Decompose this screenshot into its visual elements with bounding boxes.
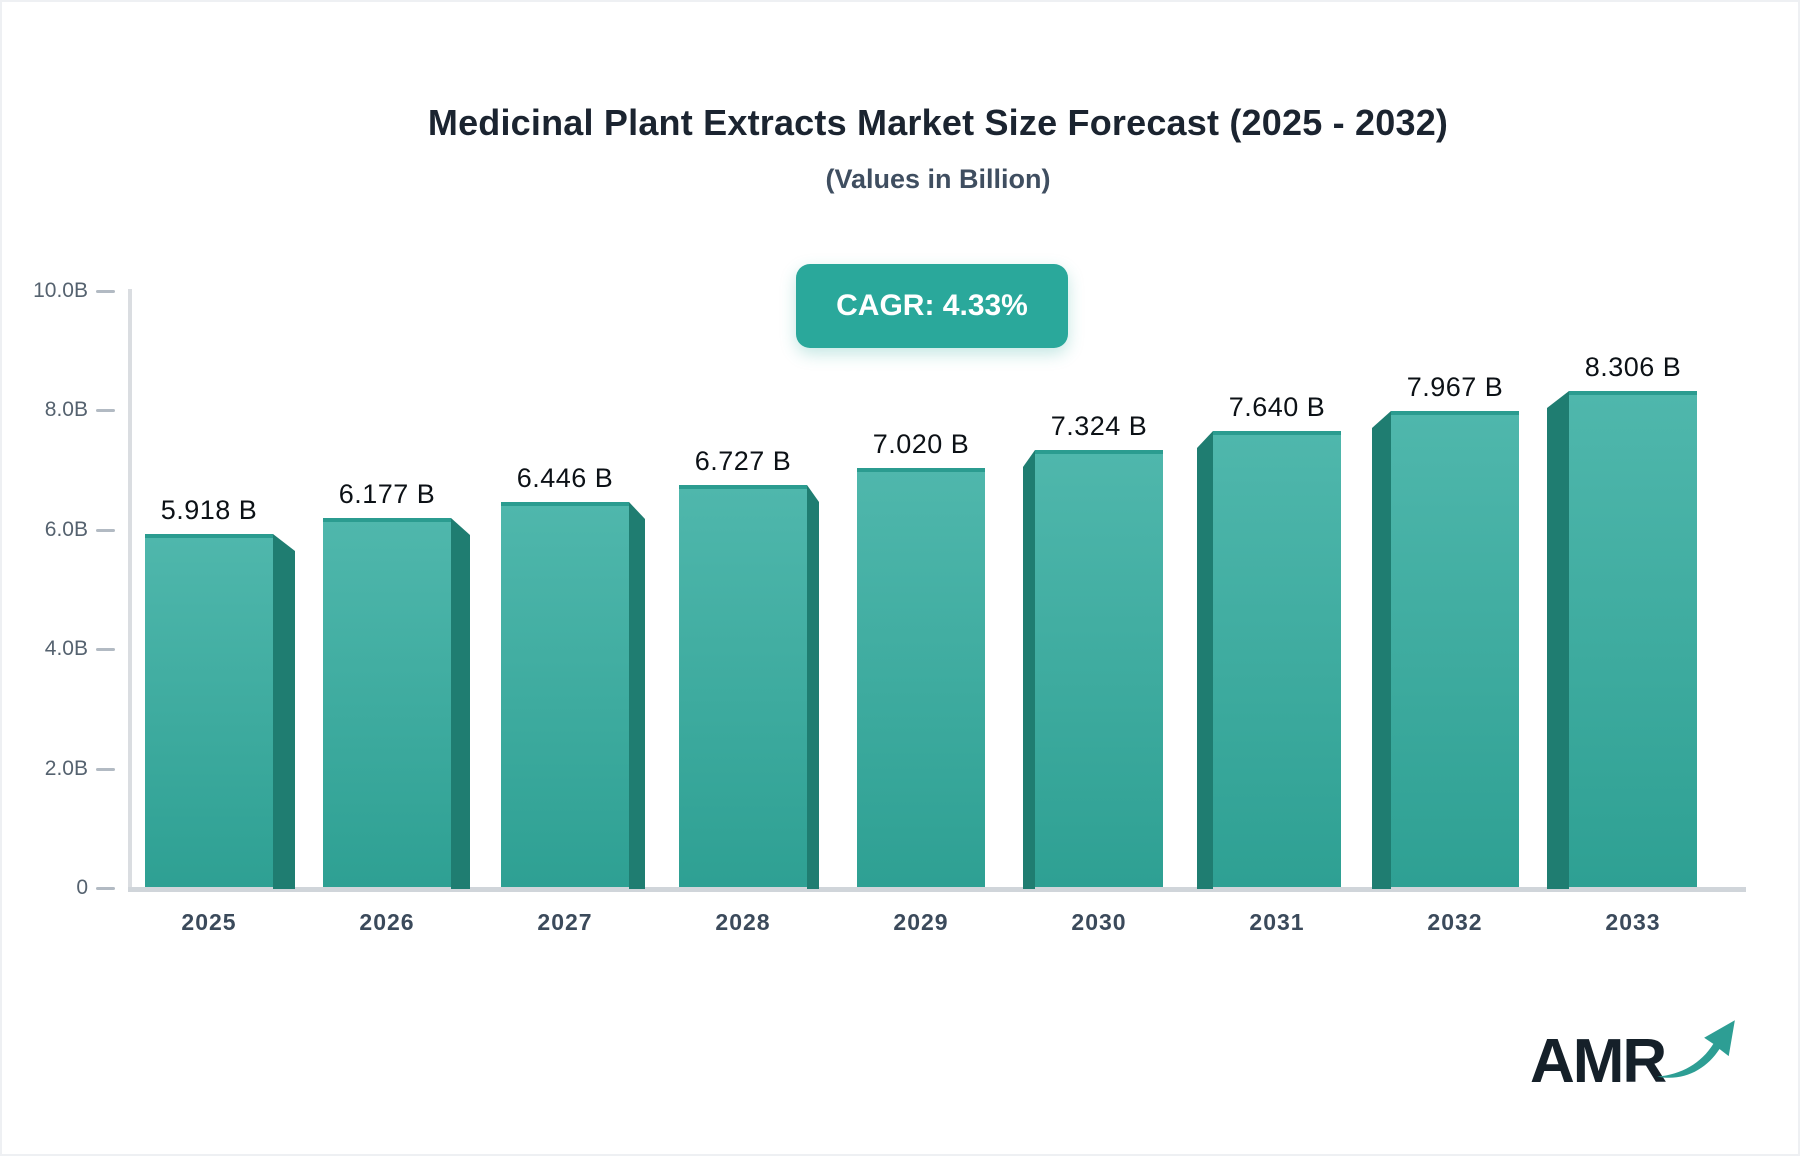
bar-2028: 6.727 B 2028: [679, 446, 819, 935]
y-axis-tick-label: 0: [76, 876, 88, 899]
x-axis-label: 2031: [1249, 909, 1305, 935]
x-axis-label: 2028: [715, 909, 771, 935]
bar-2032: 7.967 B 2032: [1372, 372, 1519, 935]
x-axis-label: 2029: [893, 909, 949, 935]
bar-value-label: 8.306 B: [1584, 352, 1682, 382]
y-axis-tick: [96, 528, 115, 532]
y-axis-tick: [96, 290, 115, 293]
bar-value-label: 7.324 B: [1050, 411, 1148, 441]
bar-side-face: [1197, 431, 1213, 889]
bar-value-label: 5.918 B: [160, 495, 258, 525]
y-axis-tick: [96, 409, 115, 413]
x-axis-label: 2030: [1071, 909, 1127, 935]
chart-subtitle: (Values in Billion): [825, 164, 1051, 194]
x-axis-label: 2026: [359, 909, 415, 935]
plot-area: 0 2.0B 4.0B 6.0B 8.0B 10.0B 5.918 B 2025 6.177 …: [33, 279, 1746, 935]
y-axis-tick-label: 6.0B: [44, 517, 88, 541]
bar-value-label: 7.967 B: [1406, 372, 1504, 402]
bar-2025: 5.918 B 2025: [145, 495, 295, 935]
growth-arrow-icon: [1655, 1017, 1741, 1090]
chart-title: Medicinal Plant Extracts Market Size For…: [427, 102, 1449, 143]
y-axis-tick-label: 4.0B: [44, 637, 88, 661]
x-axis-label: 2025: [181, 909, 237, 935]
bar-side-face: [273, 534, 295, 889]
x-axis-label: 2033: [1605, 909, 1661, 935]
bar-side-face: [1023, 450, 1035, 889]
bar-value-label: 7.640 B: [1228, 392, 1326, 422]
x-axis-label: 2027: [537, 909, 593, 935]
bar-side-face: [1547, 391, 1569, 889]
y-axis-tick: [96, 767, 115, 771]
bar-side-face: [807, 485, 819, 889]
x-axis-label: 2032: [1427, 909, 1483, 935]
y-axis-line: [128, 289, 132, 891]
bar-value-label: 6.177 B: [338, 479, 436, 509]
bar-value-label: 7.020 B: [872, 429, 970, 459]
bar-side-face: [1372, 411, 1391, 889]
bar-2031: 7.640 B 2031: [1197, 392, 1341, 935]
bar-value-label: 6.727 B: [694, 446, 792, 476]
y-axis-tick: [96, 887, 115, 890]
bar-side-face: [451, 518, 470, 889]
bar-2029: 7.020 B 2029: [857, 429, 985, 935]
bar-value-label: 6.446 B: [516, 463, 614, 493]
x-axis-line: [128, 887, 1746, 892]
bar-side-face: [629, 502, 645, 889]
y-axis-tick-label: 10.0B: [33, 279, 88, 302]
bar-2027: 6.446 B 2027: [501, 463, 645, 935]
amr-logo: AMR: [1530, 1020, 1741, 1097]
bar-2030: 7.324 B 2030: [1023, 411, 1163, 935]
y-axis-tick: [96, 648, 115, 652]
y-axis-tick-label: 8.0B: [44, 398, 88, 422]
bar-2026: 6.177 B 2026: [323, 479, 470, 935]
y-axis-tick-label: 2.0B: [44, 756, 88, 780]
bar-2033: 8.306 B 2033: [1547, 352, 1697, 935]
amr-logo-text: AMR: [1530, 1027, 1667, 1096]
cagr-badge: CAGR: 4.33%: [796, 264, 1068, 348]
